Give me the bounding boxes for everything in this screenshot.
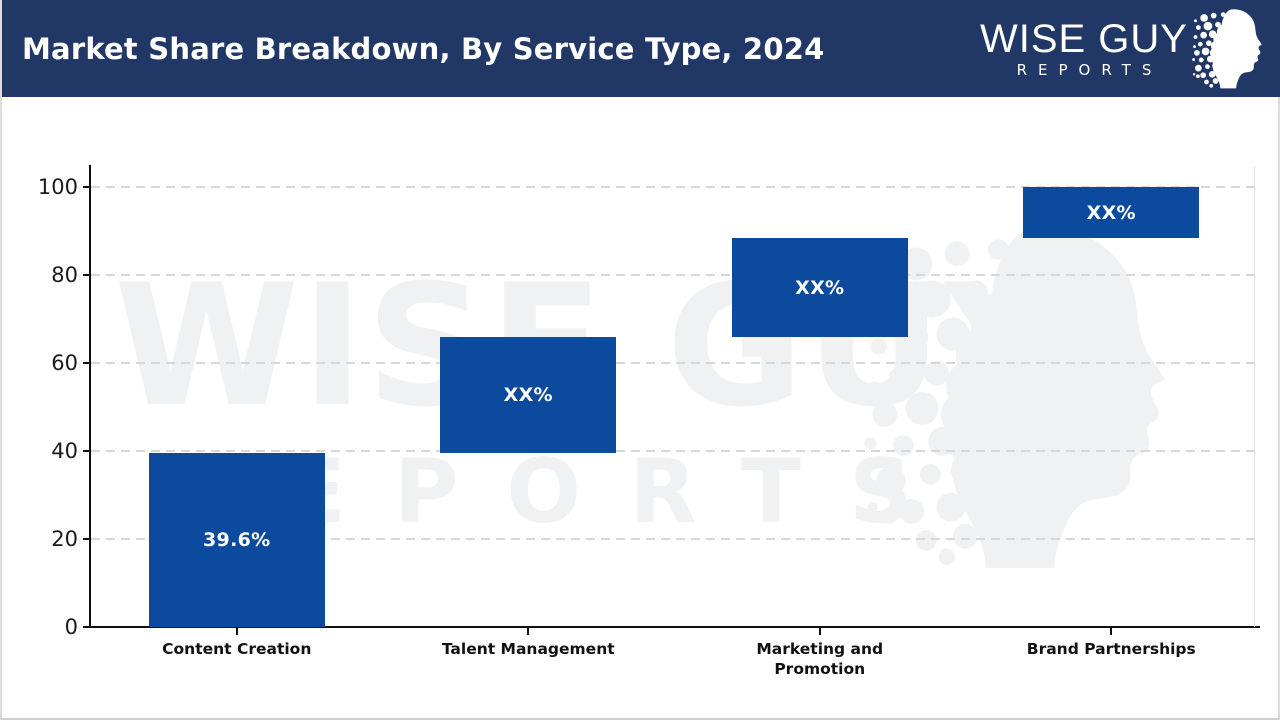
x-tick-mark-1 [527,628,530,635]
y-tick-label-40: 40 [51,439,78,463]
x-tick-mark-2 [818,628,821,635]
page-title: Market Share Breakdown, By Service Type,… [22,31,825,66]
gridline-y-100 [91,186,1254,188]
y-tick-label-0: 0 [64,615,78,639]
y-tick-mark-100 [83,186,90,188]
y-tick-mark-40 [83,450,90,452]
brand-name-text: WISE GUY [979,17,1188,61]
header-bar: Market Share Breakdown, By Service Type,… [2,0,1280,97]
x-tick-mark-3 [1110,628,1113,635]
y-tick-mark-0 [83,626,90,628]
x-category-label-1: Talent Management [441,640,615,658]
x-axis-line [89,626,1260,628]
x-tick-mark-0 [235,628,238,635]
wiseguy-head-watermark-icon [864,226,1165,569]
bar-value-label: XX% [795,276,845,299]
bar-marketing-and-promotion: XX% [731,238,908,338]
y-tick-mark-80 [83,274,90,276]
gridline-y-80 [91,274,1254,276]
brand-wordmark: WISE GUY REPORTS [980,19,1188,78]
gridline-y-40 [91,450,1254,452]
x-category-label-0: Content Creation [162,640,312,658]
brand-subtitle-text: REPORTS [1016,61,1163,79]
plot-right-spine [1254,166,1255,627]
wiseguy-head-logo-icon [1192,8,1262,88]
y-tick-label-80: 80 [51,263,78,287]
gridline-y-60 [91,362,1254,364]
x-category-label-3: Brand Partnerships [1026,640,1196,658]
bar-value-label: XX% [503,383,553,406]
bar-value-label: 39.6% [203,528,271,551]
y-tick-label-60: 60 [51,351,78,375]
y-tick-mark-20 [83,538,90,540]
bar-brand-partnerships: XX% [1023,187,1200,239]
x-category-label-2: Marketing and Promotion [756,640,884,679]
y-tick-mark-60 [83,362,90,364]
y-tick-label-100: 100 [37,175,78,199]
y-tick-label-20: 20 [51,527,78,551]
y-axis-line [89,165,91,628]
bar-content-creation: 39.6% [148,452,325,627]
brand-logo: WISE GUY REPORTS [980,0,1272,97]
bar-talent-management: XX% [440,337,617,453]
gridline-y-20 [91,538,1254,540]
bar-value-label: XX% [1086,201,1136,224]
